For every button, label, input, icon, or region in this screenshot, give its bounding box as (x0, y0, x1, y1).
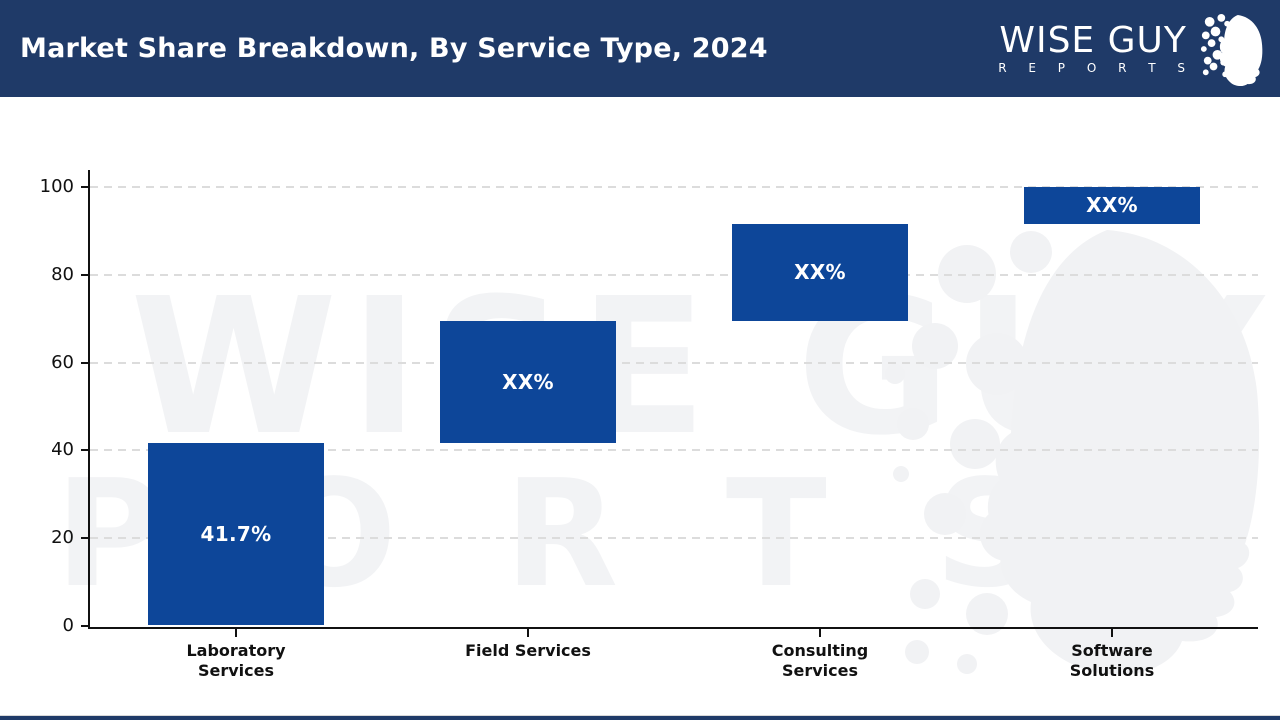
y-axis (88, 170, 90, 629)
x-tick-software-solutions (1111, 629, 1113, 637)
bar-consulting-services: XX% (732, 223, 908, 322)
brand-subtitle: R E P O R T S (998, 60, 1194, 75)
bar-software-solutions: XX% (1024, 187, 1200, 224)
y-tick-20 (81, 536, 89, 539)
bar-laboratory-services: 41.7% (148, 442, 324, 626)
x-axis (88, 627, 1258, 629)
y-tick-100 (81, 186, 89, 189)
brand-name: WISE GUY (999, 20, 1187, 62)
y-tick-40 (81, 449, 89, 452)
bar-value-label-field-services: XX% (502, 370, 554, 395)
dotted-head-profile-icon (1200, 13, 1263, 86)
bar-value-label-software-solutions: XX% (1086, 193, 1138, 218)
y-tick-label-40: 40 (51, 439, 74, 461)
header-bar: Market Share Breakdown, By Service Type,… (0, 0, 1280, 97)
bar-value-label-consulting-services: XX% (794, 260, 846, 285)
y-tick-0 (81, 624, 89, 627)
y-tick-60 (81, 361, 89, 364)
y-tick-label-60: 60 (51, 351, 74, 373)
bar-field-services: XX% (440, 321, 616, 443)
x-tick-label-laboratory-services: Laboratory Services (186, 641, 286, 681)
y-tick-80 (81, 273, 89, 276)
bar-value-label-laboratory-services: 41.7% (200, 522, 272, 547)
x-tick-label-field-services: Field Services (465, 641, 591, 660)
x-tick-label-consulting-services: Consulting Services (771, 641, 869, 681)
gridline-20 (90, 536, 1258, 539)
gridline-60 (90, 361, 1258, 364)
brand-logo: WISE GUY R E P O R T S (992, 10, 1266, 88)
y-tick-label-20: 20 (51, 526, 74, 548)
footer-bar (0, 715, 1280, 720)
x-tick-field-services (527, 629, 529, 637)
x-tick-laboratory-services (235, 629, 237, 637)
dotted-head-profile-watermark (885, 230, 1260, 675)
page-title: Market Share Breakdown, By Service Type,… (20, 33, 768, 64)
y-tick-label-0: 0 (62, 614, 74, 636)
gridline-40 (90, 449, 1258, 452)
y-tick-label-100: 100 (39, 176, 74, 198)
x-tick-label-software-solutions: Software Solutions (1069, 641, 1155, 681)
y-tick-label-80: 80 (51, 263, 74, 285)
brand-logo-text: WISE GUY R E P O R T S (992, 22, 1194, 75)
x-tick-consulting-services (819, 629, 821, 637)
gridline-80 (90, 273, 1258, 276)
gridline-100 (90, 186, 1258, 189)
